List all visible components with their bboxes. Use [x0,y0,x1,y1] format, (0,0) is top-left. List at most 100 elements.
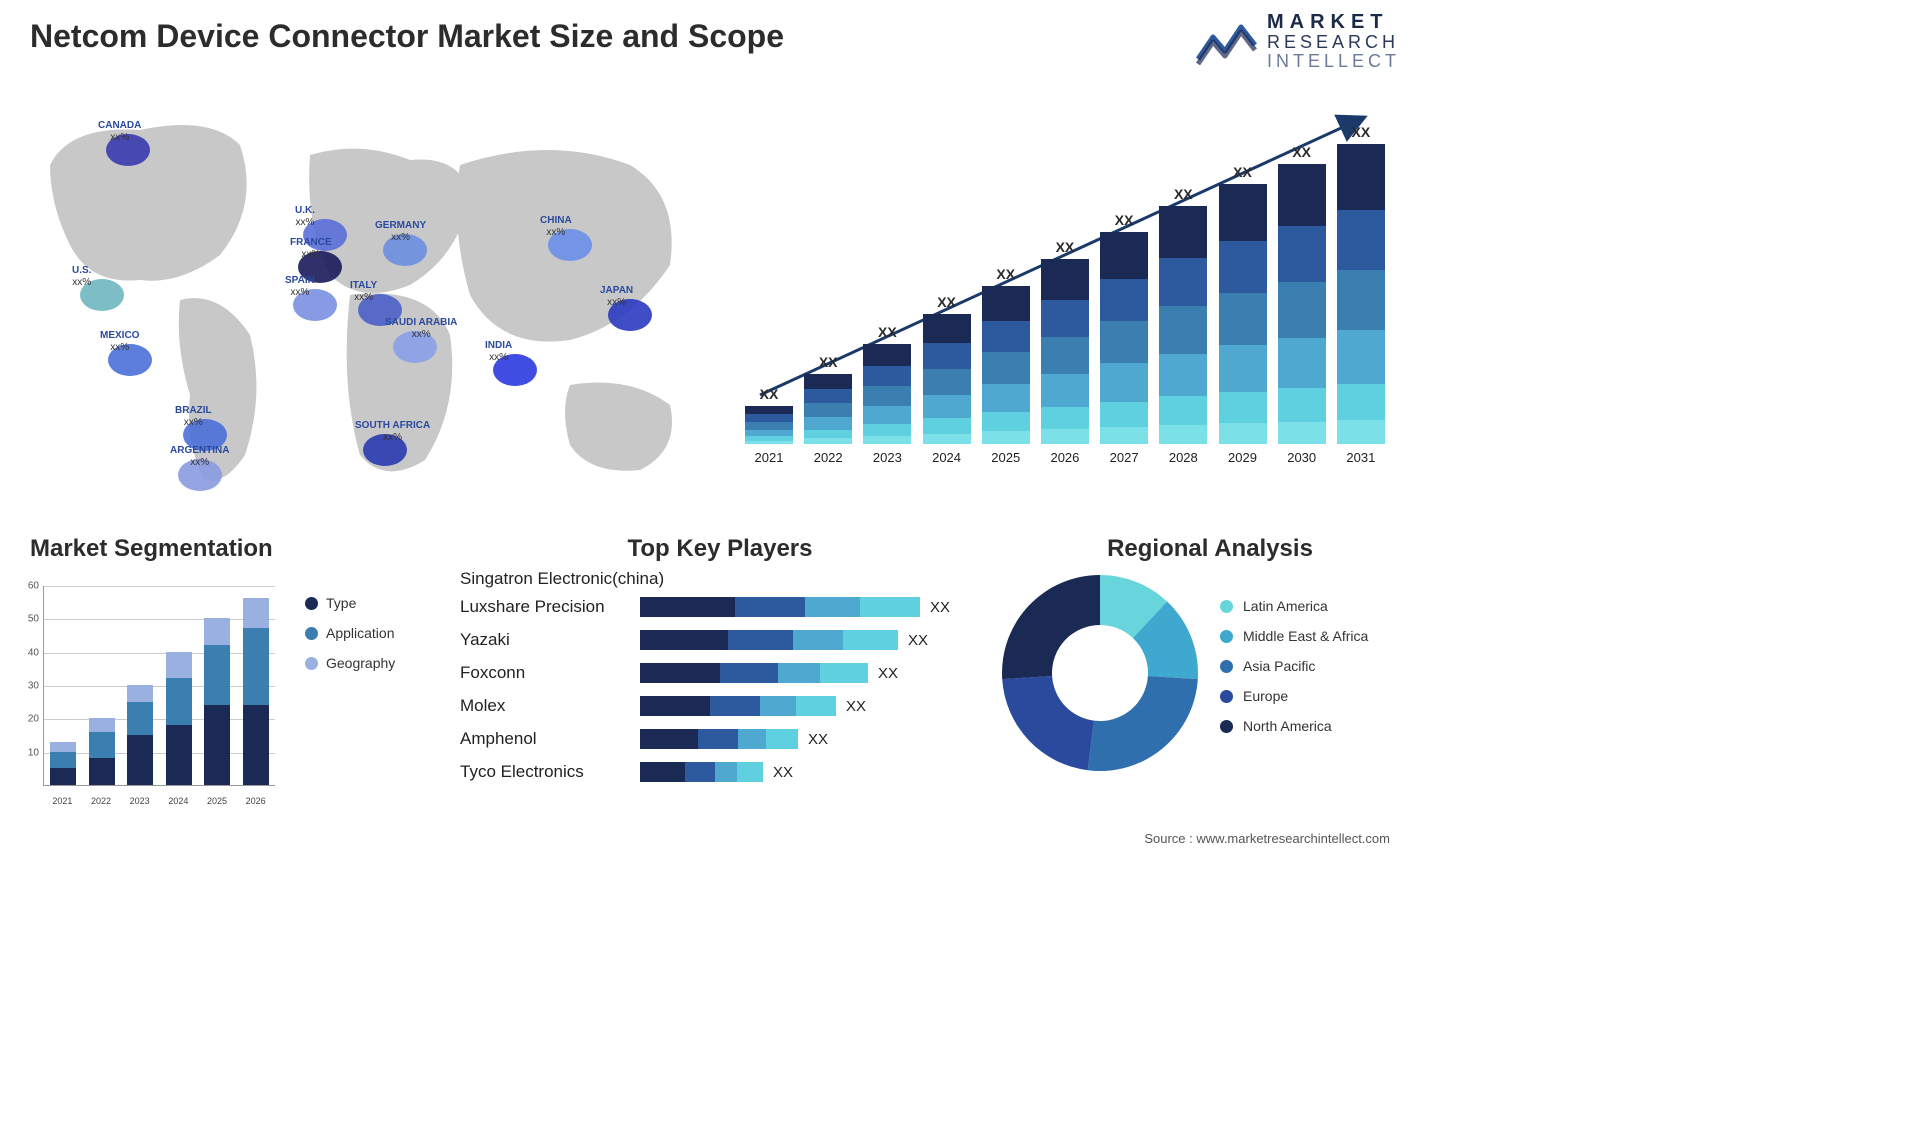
map-label: INDIAxx% [485,340,512,364]
growth-value-label: XX [1056,239,1075,255]
seg-legend-item: Application [305,625,395,641]
growth-bar: XX2023 [863,324,911,465]
regional-legend-item: Middle East & Africa [1220,628,1368,644]
player-label: Amphenol [460,729,640,749]
growth-chart: XX2021XX2022XX2023XX2024XX2025XX2026XX20… [745,105,1385,485]
source-attribution: Source : www.marketresearchintellect.com [1144,831,1390,846]
regional-donut [1000,573,1200,773]
player-bar [640,729,798,749]
growth-year-label: 2030 [1287,450,1316,465]
growth-year-label: 2027 [1110,450,1139,465]
seg-xlabel: 2024 [168,796,188,806]
regional-legend-item: Europe [1220,688,1368,704]
growth-value-label: XX [1233,164,1252,180]
growth-bar: XX 2024 [923,294,971,465]
growth-year-label: 2022 [814,450,843,465]
seg-xlabel: 2022 [91,796,111,806]
growth-value-label: XX [1174,186,1193,202]
segmentation-title: Market Segmentation [30,535,455,563]
player-row: Tyco Electronics XX [460,760,980,784]
seg-bar [204,618,230,785]
seg-ytick: 10 [15,747,39,758]
map-label: BRAZILxx% [175,405,212,429]
map-label: ARGENTINAxx% [170,445,229,469]
map-label: GERMANYxx% [375,220,426,244]
page-title: Netcom Device Connector Market Size and … [30,18,784,55]
seg-xlabel: 2023 [130,796,150,806]
players-section: Top Key Players Singatron Electronic(chi… [460,535,980,793]
growth-bar: XX2022 [804,354,852,465]
regional-legend-item: Latin America [1220,598,1368,614]
seg-ytick: 40 [15,647,39,658]
map-label: JAPANxx% [600,285,633,309]
map-label: SOUTH AFRICAxx% [355,420,430,444]
growth-year-label: 2026 [1050,450,1079,465]
regional-legend: Latin America Middle East & Africa Asia Pa… [1220,598,1368,748]
seg-ytick: 60 [15,581,39,592]
player-label: Foxconn [460,663,640,683]
world-map: CANADAxx% U.S.xx% MEXICOxx% BRAZILxx% ARGENT… [30,85,710,495]
logo-line3: INTELLECT [1267,52,1400,71]
growth-value-label: XX [1292,144,1311,160]
player-label: Molex [460,696,640,716]
growth-value-label: XX [878,324,897,340]
player-value-label: XX [846,698,866,715]
growth-bar: XX 2026 [1041,239,1089,465]
map-label: U.S.xx% [72,265,91,289]
players-title: Top Key Players [460,535,980,563]
map-label: FRANCExx% [290,237,332,261]
map-label: ITALYxx% [350,280,377,304]
growth-year-label: 2025 [991,450,1020,465]
seg-ytick: 30 [15,681,39,692]
donut-slice [1002,575,1100,679]
regional-legend-item: Asia Pacific [1220,658,1368,674]
growth-bar: XX2031 [1337,124,1385,465]
seg-xlabel: 2025 [207,796,227,806]
seg-xlabel: 2026 [246,796,266,806]
player-bar [640,762,763,782]
donut-slice [1002,676,1094,770]
growth-value-label: XX [1352,124,1371,140]
seg-bar [50,742,76,785]
seg-bar [89,718,115,785]
player-row: Foxconn XX [460,661,980,685]
growth-value-label: XX [760,386,779,402]
seg-bar [127,685,153,785]
player-bar [640,630,898,650]
player-value-label: XX [773,764,793,781]
growth-year-label: 2024 [932,450,961,465]
segmentation-chart: 102030405060 202120222023202420252026 [15,576,275,806]
donut-slice [1088,676,1198,771]
player-bar [640,663,868,683]
logo-icon [1195,17,1257,65]
map-label: CHINAxx% [540,215,572,239]
seg-legend-item: Type [305,595,395,611]
player-value-label: XX [878,665,898,682]
player-bar [640,597,920,617]
segmentation-section: Market Segmentation 102030405060 2021202… [15,535,455,806]
map-label: CANADAxx% [98,120,141,144]
seg-legend-item: Geography [305,655,395,671]
seg-bar [166,652,192,785]
regional-title: Regional Analysis [1000,535,1420,563]
growth-year-label: 2029 [1228,450,1257,465]
map-label: SAUDI ARABIAxx% [385,317,457,341]
logo-line2: RESEARCH [1267,33,1400,52]
seg-ytick: 20 [15,714,39,725]
growth-bar: XX 2030 [1278,144,1326,465]
map-label: MEXICOxx% [100,330,139,354]
player-value-label: XX [908,632,928,649]
player-label: Yazaki [460,630,640,650]
growth-bar: XX 2021 [745,386,793,465]
growth-year-label: 2021 [755,450,784,465]
seg-ytick: 50 [15,614,39,625]
player-value-label: XX [808,731,828,748]
player-value-label: XX [930,599,950,616]
player-label: Tyco Electronics [460,762,640,782]
growth-value-label: XX [937,294,956,310]
player-row: Molex XX [460,694,980,718]
seg-bar [243,598,269,785]
growth-value-label: XX [1115,212,1134,228]
growth-bar: XX2025 [982,266,1030,465]
growth-bar: XX 2029 [1219,164,1267,465]
